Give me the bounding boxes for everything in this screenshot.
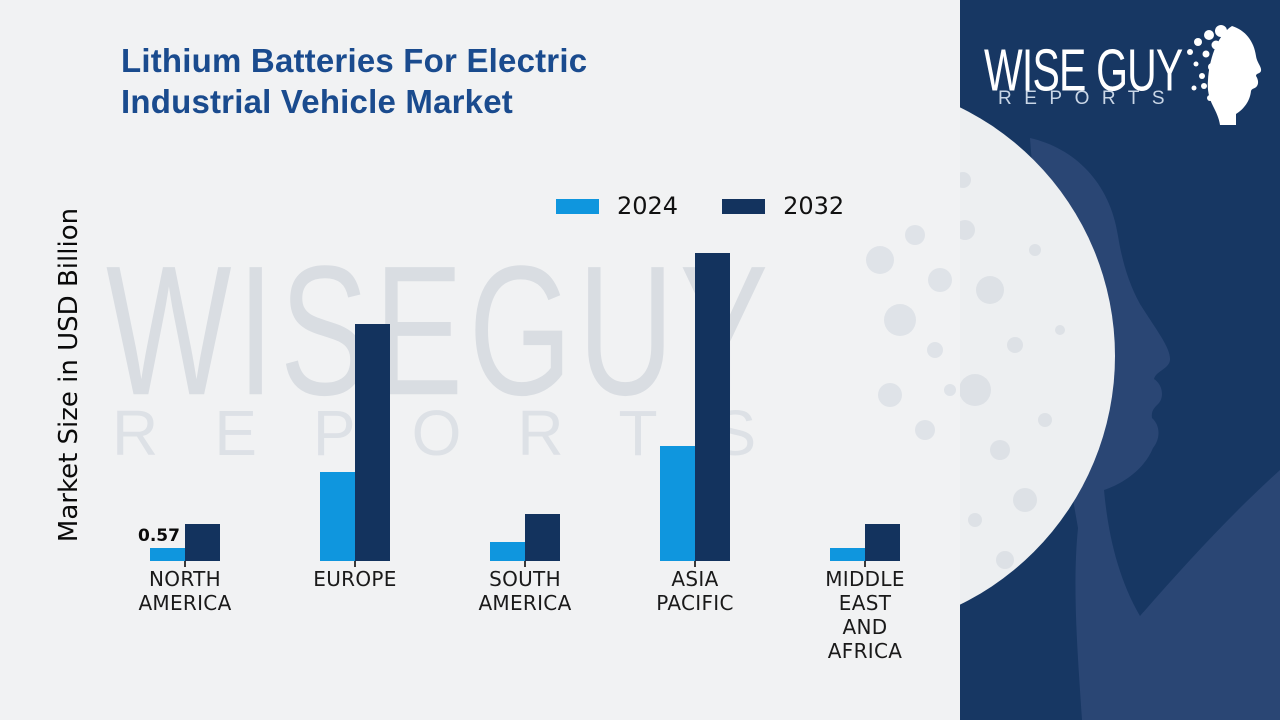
data-label-2024-north-america: 0.57 (138, 526, 180, 546)
bar-2024-middle-east-and-africa (830, 548, 865, 561)
axis-tick-north-america (184, 561, 186, 567)
bar-2032-middle-east-and-africa (865, 524, 900, 561)
bar-2032-asia-pacific (695, 253, 730, 561)
axis-tick-middle-east-and-africa (864, 561, 866, 567)
category-label-line: AMERICA (138, 591, 232, 615)
bar-2024-asia-pacific (660, 445, 695, 561)
category-label-line: MIDDLE (825, 567, 905, 591)
legend-item-2032: 2032 (722, 192, 844, 220)
category-label-asia-pacific: ASIA PACIFIC (610, 567, 780, 615)
bar-2024-south-america (490, 542, 525, 561)
watermark-wordmark: WISEGUY (106, 226, 775, 434)
category-label-line: AND (842, 615, 888, 639)
bar-2024-north-america (150, 548, 185, 561)
axis-tick-europe (354, 561, 356, 567)
bar-chart: NORTH AMERICA EUROPE SOUTH AMERICA ASIA PACIFI… (100, 253, 950, 663)
page-title-line1: Lithium Batteries For Electric (121, 42, 588, 79)
page-title: Lithium Batteries For Electric Industria… (121, 40, 587, 122)
logo-subtext: REPORTS (998, 88, 1178, 109)
axis-tick-asia-pacific (694, 561, 696, 567)
category-label-line: EAST (838, 591, 892, 615)
legend-label-2024: 2024 (617, 192, 679, 220)
wiseguy-logo: WISE GUY REPORTS (960, 0, 1280, 140)
category-label-south-america: SOUTH AMERICA (440, 567, 610, 615)
logo-wordmark: WISE GUY (984, 37, 1183, 104)
watermark-dots-icon (866, 225, 956, 440)
category-label-line: AMERICA (478, 591, 572, 615)
category-label-line: EUROPE (313, 567, 397, 591)
category-label-line: AFRICA (827, 639, 903, 663)
logo-face-icon (1187, 25, 1262, 125)
category-label-europe: EUROPE (270, 567, 440, 591)
bar-2032-north-america (185, 523, 220, 561)
legend-swatch-2032 (722, 198, 766, 214)
legend-item-2024: 2024 (556, 192, 678, 220)
watermark: WISEGUY REPORTS (106, 225, 956, 469)
category-label-line: ASIA (671, 567, 719, 591)
bar-2032-south-america (525, 514, 560, 561)
category-label-middle-east-and-africa: MIDDLE EAST AND AFRICA (780, 567, 950, 663)
category-label-line: PACIFIC (656, 591, 734, 615)
legend-label-2032: 2032 (783, 192, 845, 220)
brand-panel: WISE GUY REPORTS (960, 0, 1280, 720)
bar-2032-europe (355, 323, 390, 561)
chart-legend: 2024 2032 (556, 192, 888, 220)
circle-spots-icon (960, 172, 1065, 569)
watermark-subtext: REPORTS (112, 397, 813, 469)
page-title-line2: Industrial Vehicle Market (121, 83, 513, 120)
category-label-north-america: NORTH AMERICA (100, 567, 270, 615)
category-label-line: SOUTH (489, 567, 561, 591)
category-label-line: NORTH (149, 567, 221, 591)
axis-tick-south-america (524, 561, 526, 567)
bar-2024-europe (320, 472, 355, 561)
legend-swatch-2024 (556, 198, 599, 214)
